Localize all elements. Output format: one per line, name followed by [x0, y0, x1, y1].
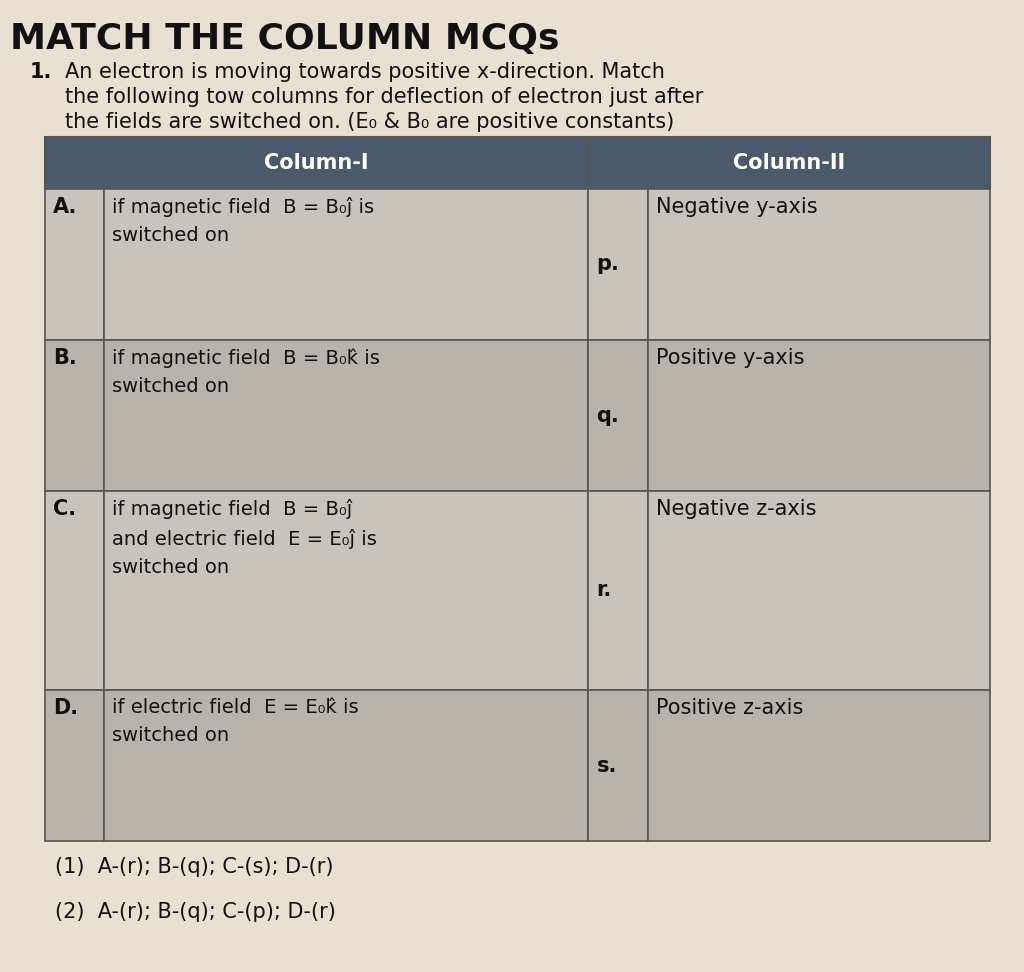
Text: if magnetic field  B = B₀ĵ
and electric field  E = E₀ĵ is
switched on: if magnetic field B = B₀ĵ and electric f…	[112, 499, 377, 576]
Bar	[45, 189, 103, 340]
Text: D.: D.	[53, 698, 78, 718]
Text: r.: r.	[596, 580, 611, 601]
Text: Positive y-axis: Positive y-axis	[656, 348, 805, 368]
Bar	[45, 491, 103, 690]
Text: A.: A.	[53, 197, 78, 217]
Text: p.: p.	[596, 255, 620, 274]
Text: q.: q.	[596, 405, 620, 426]
Text: (2)  A-(r); B-(q); C-(p); D-(r): (2) A-(r); B-(q); C-(p); D-(r)	[55, 902, 336, 922]
Bar	[589, 491, 648, 690]
Text: the fields are switched on. (E₀ & B₀ are positive constants): the fields are switched on. (E₀ & B₀ are…	[65, 112, 674, 132]
Bar	[589, 189, 648, 340]
Text: the following tow columns for deflection of electron just after: the following tow columns for deflection…	[65, 87, 703, 107]
Bar	[648, 491, 990, 690]
Bar	[589, 690, 648, 841]
Text: MATCH THE COLUMN MCQs: MATCH THE COLUMN MCQs	[10, 22, 559, 56]
Bar	[648, 189, 990, 340]
Bar	[103, 189, 589, 340]
Text: s.: s.	[596, 755, 616, 776]
Bar	[45, 690, 103, 841]
Bar	[589, 137, 990, 189]
Text: if magnetic field  B = B₀ĵ is
switched on: if magnetic field B = B₀ĵ is switched on	[112, 197, 374, 245]
Text: 1.: 1.	[30, 62, 52, 82]
Bar	[648, 690, 990, 841]
Bar	[45, 137, 589, 189]
Text: Column-I: Column-I	[264, 153, 369, 173]
Text: Column-II: Column-II	[733, 153, 845, 173]
Text: if magnetic field  B = B₀k̂ is
switched on: if magnetic field B = B₀k̂ is switched o…	[112, 348, 380, 396]
Text: Negative z-axis: Negative z-axis	[656, 499, 816, 519]
Text: B.: B.	[53, 348, 77, 368]
Bar	[648, 340, 990, 491]
Text: if electric field  E = E₀k̂ is
switched on: if electric field E = E₀k̂ is switched o…	[112, 698, 358, 745]
Text: C.: C.	[53, 499, 76, 519]
Bar	[45, 340, 103, 491]
Text: Positive z-axis: Positive z-axis	[656, 698, 803, 718]
Bar	[589, 340, 648, 491]
Bar	[103, 340, 589, 491]
Text: An electron is moving towards positive x-direction. Match: An electron is moving towards positive x…	[65, 62, 665, 82]
Bar	[103, 491, 589, 690]
Text: Negative y-axis: Negative y-axis	[656, 197, 817, 217]
Text: (1)  A-(r); B-(q); C-(s); D-(r): (1) A-(r); B-(q); C-(s); D-(r)	[55, 857, 334, 877]
Bar	[103, 690, 589, 841]
